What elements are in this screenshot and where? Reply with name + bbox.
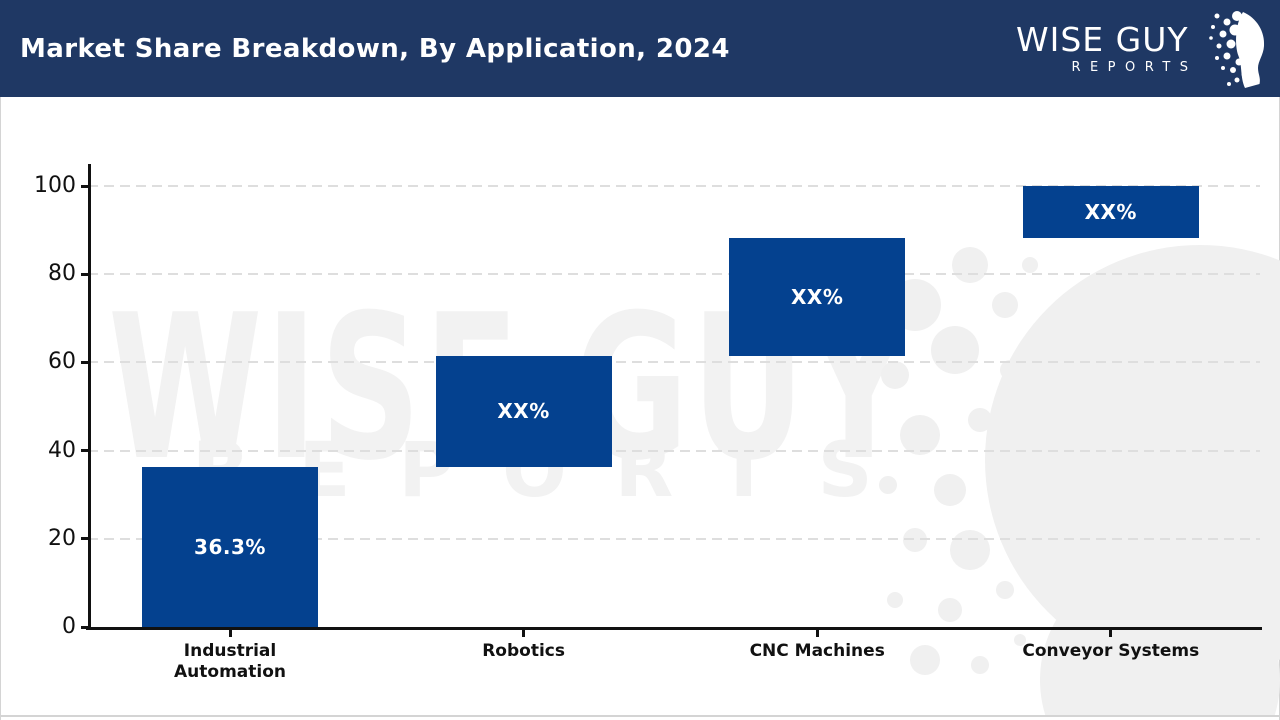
y-tick-label: 60 bbox=[48, 349, 76, 375]
x-tick-mark bbox=[815, 630, 819, 637]
bar: XX% bbox=[729, 238, 906, 356]
x-tick-mark bbox=[1109, 630, 1113, 637]
bar: 36.3% bbox=[142, 466, 318, 627]
x-category-label: Conveyor Systems bbox=[1022, 641, 1200, 661]
brand-logo-text: WISE GUY REPORTS bbox=[1016, 23, 1189, 75]
bar-value-label: 36.3% bbox=[194, 534, 266, 559]
bar: XX% bbox=[435, 355, 612, 467]
x-category-label: Robotics bbox=[482, 641, 565, 661]
gridline bbox=[88, 185, 1260, 187]
y-tick-mark bbox=[81, 625, 89, 629]
y-tick-mark bbox=[81, 360, 89, 364]
bar-value-label: XX% bbox=[497, 399, 550, 424]
x-tick-mark bbox=[228, 630, 232, 637]
gridline bbox=[88, 273, 1260, 276]
brand-logo: WISE GUY REPORTS bbox=[1016, 8, 1266, 90]
brand-head-icon bbox=[1208, 11, 1264, 88]
gridline bbox=[88, 537, 1260, 540]
gridline bbox=[88, 361, 1260, 364]
y-tick-mark bbox=[81, 537, 89, 541]
bar-value-label: XX% bbox=[1084, 200, 1137, 225]
bar-value-label: XX% bbox=[790, 284, 844, 309]
bar: XX% bbox=[1022, 186, 1199, 239]
watermark-dotted-head bbox=[879, 245, 1280, 715]
brand-reports-label: REPORTS bbox=[1071, 59, 1198, 75]
x-category-label: Industrial Automation bbox=[174, 641, 286, 683]
y-tick-label: 20 bbox=[48, 525, 76, 551]
y-tick-mark bbox=[81, 272, 89, 276]
brand-wiseguy-label: WISE GUY bbox=[1016, 20, 1189, 60]
bottom-border-line bbox=[0, 715, 1280, 717]
y-tick-label: 40 bbox=[48, 437, 76, 463]
y-tick-mark bbox=[81, 449, 89, 453]
y-tick-label: 100 bbox=[34, 173, 76, 198]
x-category-label: CNC Machines bbox=[749, 641, 885, 661]
page-title: Market Share Breakdown, By Application, … bbox=[20, 33, 730, 64]
gridline bbox=[88, 449, 1260, 452]
y-axis-line bbox=[88, 164, 91, 630]
y-tick-label: 0 bbox=[62, 614, 76, 639]
x-tick-mark bbox=[522, 630, 526, 637]
y-tick-label: 80 bbox=[48, 261, 76, 287]
x-axis-line bbox=[86, 627, 1262, 630]
y-tick-mark bbox=[81, 184, 89, 188]
header-bar: Market Share Breakdown, By Application, … bbox=[0, 0, 1280, 97]
